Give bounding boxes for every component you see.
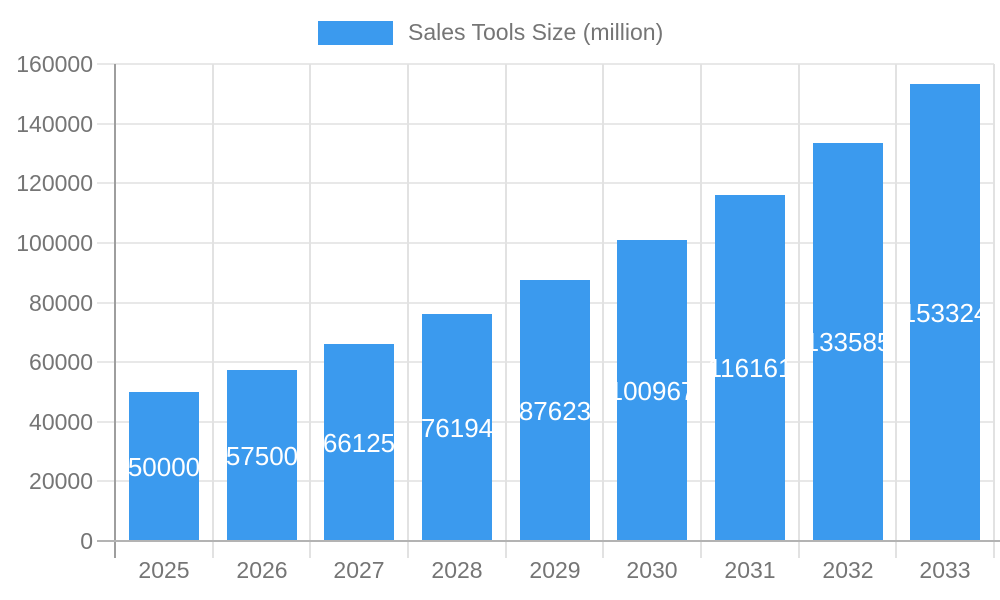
y-gridline [97,123,994,125]
x-tick-label: 2026 [236,557,288,583]
x-gridline [602,64,604,558]
bar[interactable] [422,314,492,540]
x-gridline [700,64,702,558]
bar-value-label: 133585 [804,327,892,357]
bar-value-label: 66125 [322,428,396,458]
y-tick-label: 40000 [29,409,93,435]
legend-swatch [318,21,393,45]
x-gridline [993,64,995,558]
bar-value-label: 100967 [608,376,696,406]
y-tick-label: 100000 [16,230,93,256]
x-tick-label: 2029 [529,557,581,583]
bar-value-label: 116161 [707,353,793,383]
bar[interactable] [813,143,883,540]
x-tick-label: 2030 [626,557,678,583]
x-tick-label: 2031 [724,557,776,583]
bar[interactable] [520,280,590,540]
x-tick-label: 2032 [822,557,874,583]
x-gridline [505,64,507,558]
x-tick-label: 2027 [333,557,385,583]
y-tick-label: 120000 [16,170,93,196]
bar[interactable] [715,195,785,540]
y-gridline [97,242,994,244]
y-tick-label: 160000 [16,51,93,77]
y-axis-line [114,64,116,558]
x-gridline [212,64,214,558]
bar-value-label: 57500 [225,441,299,471]
y-gridline [97,63,994,65]
y-tick-label: 0 [80,528,93,554]
x-gridline [309,64,311,558]
y-tick-label: 20000 [29,468,93,494]
bar[interactable] [324,344,394,540]
x-tick-label: 2033 [919,557,971,583]
x-tick-label: 2028 [431,557,483,583]
y-tick-label: 140000 [16,111,93,137]
bar-value-label: 153324 [901,298,989,328]
y-tick-label: 60000 [29,349,93,375]
y-tick-label: 80000 [29,290,93,316]
x-tick-label: 2025 [138,557,190,583]
x-gridline [407,64,409,558]
bar-value-label: 87623 [518,396,592,426]
bar[interactable] [617,240,687,540]
bar[interactable] [227,370,297,540]
legend-label: Sales Tools Size (million) [408,19,664,45]
bar[interactable] [129,392,199,540]
bar[interactable] [910,84,980,540]
x-gridline [798,64,800,558]
y-gridline [97,182,994,184]
x-gridline [895,64,897,558]
bar-value-label: 76194 [420,413,494,443]
bar-value-label: 50000 [127,452,201,482]
x-axis-line [97,540,1000,542]
